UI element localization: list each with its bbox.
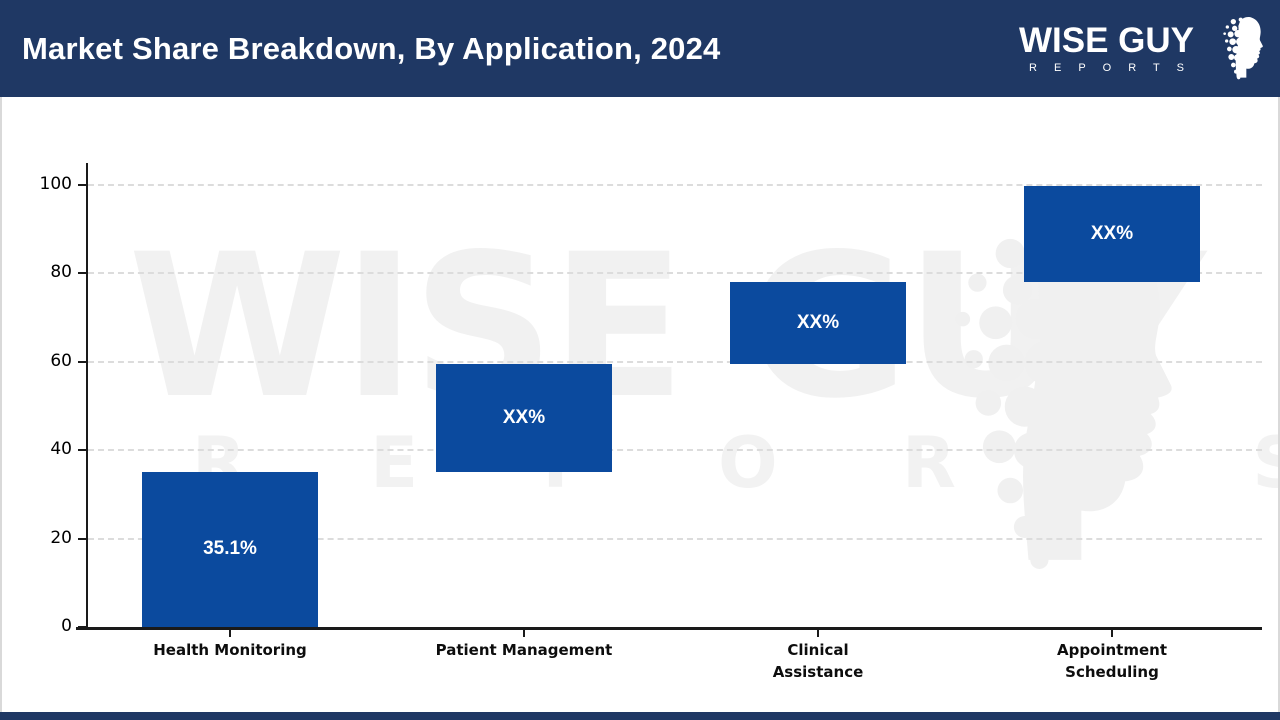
gridline-80 bbox=[88, 272, 1262, 275]
y-tick-label-60: 60 bbox=[50, 350, 72, 371]
bar-value-label-1: XX% bbox=[502, 407, 546, 429]
logo-subtext: R E P O R T S bbox=[1029, 62, 1191, 74]
y-axis bbox=[86, 163, 88, 629]
y-tick-label-80: 80 bbox=[50, 262, 72, 283]
x-tickmark-1 bbox=[523, 630, 525, 637]
x-tick-label-2: Clinical Assistance bbox=[772, 641, 864, 681]
x-tickmark-3 bbox=[1111, 630, 1113, 637]
page-title: Market Share Breakdown, By Application, … bbox=[22, 30, 721, 66]
y-tick-label-100: 100 bbox=[39, 174, 72, 194]
footer-bar bbox=[0, 712, 1280, 720]
x-tick-label-3: Appointment Scheduling bbox=[1056, 641, 1168, 681]
gridline-100 bbox=[88, 184, 1262, 186]
y-tickmark-100 bbox=[78, 184, 88, 186]
y-tickmark-40 bbox=[78, 449, 88, 452]
face-profile-icon bbox=[1223, 16, 1263, 79]
x-axis bbox=[76, 627, 1262, 630]
y-tickmark-80 bbox=[78, 272, 88, 275]
y-tickmark-60 bbox=[78, 360, 88, 363]
x-tick-label-1: Patient Management bbox=[435, 641, 613, 659]
bar-2: XX% bbox=[730, 281, 906, 365]
gridline-20 bbox=[88, 537, 1262, 540]
gridline-40 bbox=[88, 449, 1262, 452]
x-tickmark-0 bbox=[229, 630, 231, 637]
y-tick-label-40: 40 bbox=[50, 439, 72, 460]
bar-3: XX% bbox=[1024, 185, 1200, 282]
gridline-60 bbox=[88, 360, 1262, 363]
y-tick-label-0: 0 bbox=[61, 616, 72, 636]
x-tickmark-2 bbox=[817, 630, 819, 637]
bar-value-label-2: XX% bbox=[796, 312, 840, 334]
bar-value-label-3: XX% bbox=[1090, 222, 1134, 244]
wiseguy-logo: WISE GUY R E P O R T S bbox=[1019, 8, 1264, 90]
header: Market Share Breakdown, By Application, … bbox=[0, 0, 1280, 97]
logo-wordmark: WISE GUY bbox=[1018, 21, 1194, 60]
bar-0: 35.1% bbox=[142, 471, 318, 627]
logo-text: WISE GUY R E P O R T S bbox=[1019, 23, 1194, 74]
y-tickmark-20 bbox=[78, 537, 88, 540]
x-tick-label-0: Health Monitoring bbox=[153, 641, 307, 659]
bar-1: XX% bbox=[436, 364, 612, 472]
bar-value-label-0: 35.1% bbox=[203, 538, 257, 560]
y-tick-label-20: 20 bbox=[50, 527, 72, 548]
